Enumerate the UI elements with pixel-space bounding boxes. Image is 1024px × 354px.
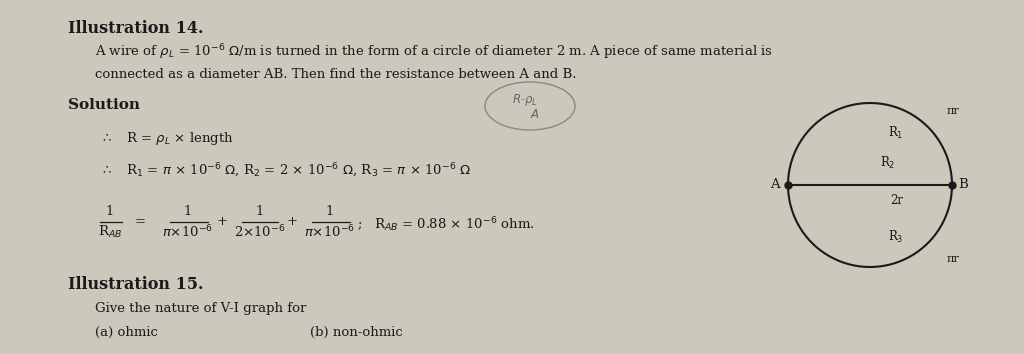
Text: +: + xyxy=(216,215,227,228)
Text: R$_3$: R$_3$ xyxy=(888,229,903,245)
Text: πr: πr xyxy=(947,106,959,116)
Text: R$_1$: R$_1$ xyxy=(888,125,903,141)
Text: Solution: Solution xyxy=(68,98,140,112)
Text: =: = xyxy=(134,215,145,228)
Text: 1: 1 xyxy=(105,205,115,218)
Text: $\pi$$\times$10$^{-6}$: $\pi$$\times$10$^{-6}$ xyxy=(304,224,355,241)
Text: 2r: 2r xyxy=(890,194,903,207)
Text: $\therefore$   R = $\rho_L$ $\times$ length: $\therefore$ R = $\rho_L$ $\times$ lengt… xyxy=(100,130,233,147)
Text: ;   R$_{AB}$ = 0.88 $\times$ 10$^{-6}$ ohm.: ; R$_{AB}$ = 0.88 $\times$ 10$^{-6}$ ohm… xyxy=(357,215,535,234)
Text: A: A xyxy=(770,178,780,192)
Text: Illustration 14.: Illustration 14. xyxy=(68,20,204,37)
Text: A wire of $\rho_L$ = 10$^{-6}$ $\Omega$/m is turned in the form of a circle of d: A wire of $\rho_L$ = 10$^{-6}$ $\Omega$/… xyxy=(95,42,773,62)
Text: 1: 1 xyxy=(184,205,193,218)
Text: (b) non-ohmic: (b) non-ohmic xyxy=(310,326,402,339)
Text: Give the nature of V-I graph for: Give the nature of V-I graph for xyxy=(95,302,306,315)
Text: $\mathit{A}$: $\mathit{A}$ xyxy=(530,108,540,121)
Text: 2$\times$10$^{-6}$: 2$\times$10$^{-6}$ xyxy=(234,224,286,241)
Text: +: + xyxy=(287,215,298,228)
Text: R$_2$: R$_2$ xyxy=(880,155,895,171)
Text: $\pi$$\times$10$^{-6}$: $\pi$$\times$10$^{-6}$ xyxy=(163,224,214,241)
Text: 1: 1 xyxy=(326,205,334,218)
Text: πr: πr xyxy=(947,254,959,264)
Text: Illustration 15.: Illustration 15. xyxy=(68,276,204,293)
Text: $\mathit{R}$-$\rho_L$: $\mathit{R}$-$\rho_L$ xyxy=(512,92,538,108)
Text: B: B xyxy=(958,178,968,192)
Text: (a) ohmic: (a) ohmic xyxy=(95,326,158,339)
Text: R$_{AB}$: R$_{AB}$ xyxy=(98,224,122,240)
Text: connected as a diameter AB. Then find the resistance between A and B.: connected as a diameter AB. Then find th… xyxy=(95,68,577,81)
Text: $\therefore$   R$_1$ = $\pi$ $\times$ 10$^{-6}$ $\Omega$, R$_2$ = 2 $\times$ 10$: $\therefore$ R$_1$ = $\pi$ $\times$ 10$^… xyxy=(100,162,471,180)
Text: 1: 1 xyxy=(256,205,264,218)
